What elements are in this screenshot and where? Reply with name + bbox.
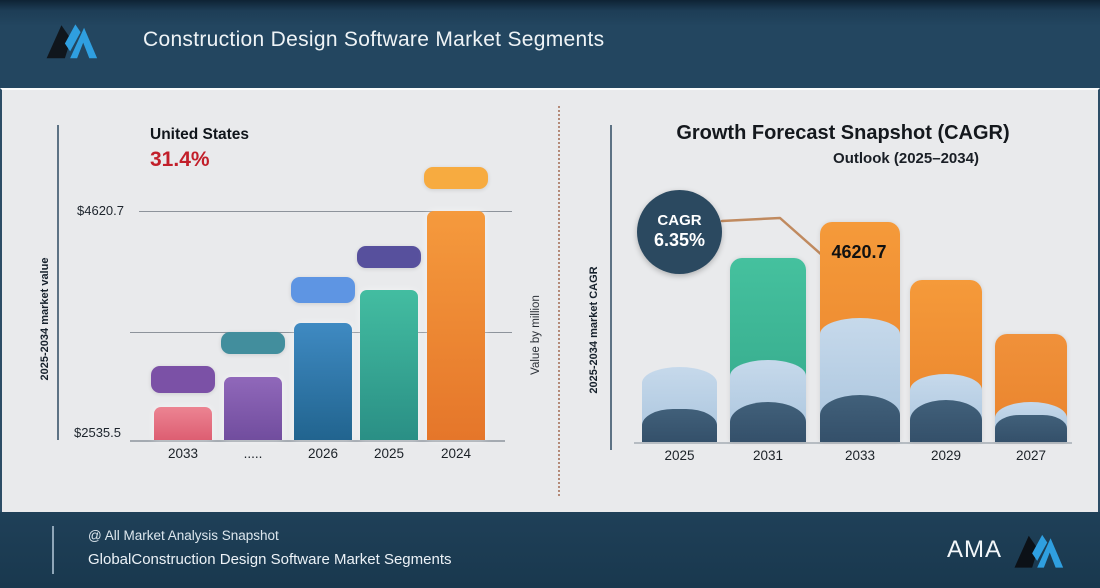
bar-value-label: 4620.7 bbox=[831, 242, 887, 262]
x-label-2033: 2033 bbox=[167, 446, 199, 461]
ama-logo-footer-icon bbox=[1014, 534, 1064, 568]
footer-credit: @ All Market Analysis Snapshot bbox=[88, 528, 279, 543]
x-label-2025: 2025 bbox=[664, 448, 695, 463]
left-chart-title: United States bbox=[150, 126, 250, 143]
bar-cap-2033 bbox=[151, 366, 215, 393]
right-chart-subtitle: Outlook (2025–2034) bbox=[833, 150, 979, 167]
content-area: 2025-2034 market value United States 31.… bbox=[0, 88, 1100, 512]
left-y-axis-label: 2025-2034 market value bbox=[39, 257, 51, 381]
x-label-2031: 2031 bbox=[752, 448, 784, 463]
footer-text: @ All Market Analysis Snapshot GlobalCon… bbox=[88, 528, 452, 568]
cagr-badge-value: 6.35% bbox=[653, 230, 706, 251]
x-label-2029: 2029 bbox=[930, 448, 962, 463]
bar-2025-base bbox=[642, 409, 717, 442]
y-tick-top: $4620.7 bbox=[77, 203, 124, 218]
section-divider bbox=[558, 106, 560, 496]
footer-divider-line bbox=[52, 526, 54, 574]
right-y-axis-line bbox=[610, 125, 612, 450]
ama-logo-icon bbox=[46, 24, 98, 59]
left-y-axis-line bbox=[57, 125, 59, 440]
footer-report-title: GlobalConstruction Design Software Marke… bbox=[88, 551, 452, 568]
bar-cap-2024 bbox=[424, 167, 488, 189]
x-label-2025: 2025 bbox=[373, 446, 405, 461]
page-title: Construction Design Software Market Segm… bbox=[143, 28, 605, 51]
x-label-2024: 2024 bbox=[440, 446, 472, 461]
footer: @ All Market Analysis Snapshot GlobalCon… bbox=[0, 512, 1100, 588]
bar-2033-base bbox=[820, 395, 900, 442]
gridline-top bbox=[139, 211, 512, 212]
x-label-2033: 2033 bbox=[844, 448, 876, 463]
x-label-.....: ..... bbox=[243, 446, 263, 461]
cagr-forecast-chart: Growth Forecast Snapshot (CAGR) Outlook … bbox=[560, 90, 1100, 514]
footer-brand-text: AMA bbox=[946, 536, 1002, 563]
footer-brand: AMA bbox=[947, 530, 1064, 570]
left-x-axis-line bbox=[130, 440, 505, 442]
value-by-million-label: Value by million bbox=[530, 295, 542, 375]
bar-..... bbox=[224, 377, 282, 440]
x-label-2027: 2027 bbox=[1015, 448, 1047, 463]
bar-2029-base bbox=[910, 400, 982, 442]
y-tick-bottom: $2535.5 bbox=[74, 425, 121, 440]
left-chart-highlight: 31.4% bbox=[150, 148, 210, 171]
bar-2025 bbox=[360, 290, 418, 440]
right-y-axis-label: 2025-2034 market CAGR bbox=[588, 266, 600, 394]
header: Construction Design Software Market Segm… bbox=[0, 0, 1100, 88]
cagr-badge: CAGR 6.35% bbox=[637, 190, 722, 274]
x-label-2026: 2026 bbox=[307, 446, 339, 461]
cagr-badge-label: CAGR bbox=[657, 212, 702, 230]
bar-2026 bbox=[294, 323, 352, 440]
left-chart-header: United States 31.4% bbox=[150, 126, 249, 172]
bar-2033 bbox=[154, 407, 212, 440]
bar-cap-2025 bbox=[357, 246, 421, 268]
bar-cap-2026 bbox=[291, 277, 355, 303]
us-market-chart: 2025-2034 market value United States 31.… bbox=[2, 90, 560, 514]
bar-2027-base bbox=[995, 415, 1067, 442]
right-x-axis-line bbox=[634, 442, 1072, 444]
bar-cap-..... bbox=[221, 332, 285, 354]
right-chart-title: Growth Forecast Snapshot (CAGR) bbox=[676, 122, 1010, 144]
bar-2024 bbox=[427, 211, 485, 440]
bar-2031-base bbox=[730, 402, 806, 442]
